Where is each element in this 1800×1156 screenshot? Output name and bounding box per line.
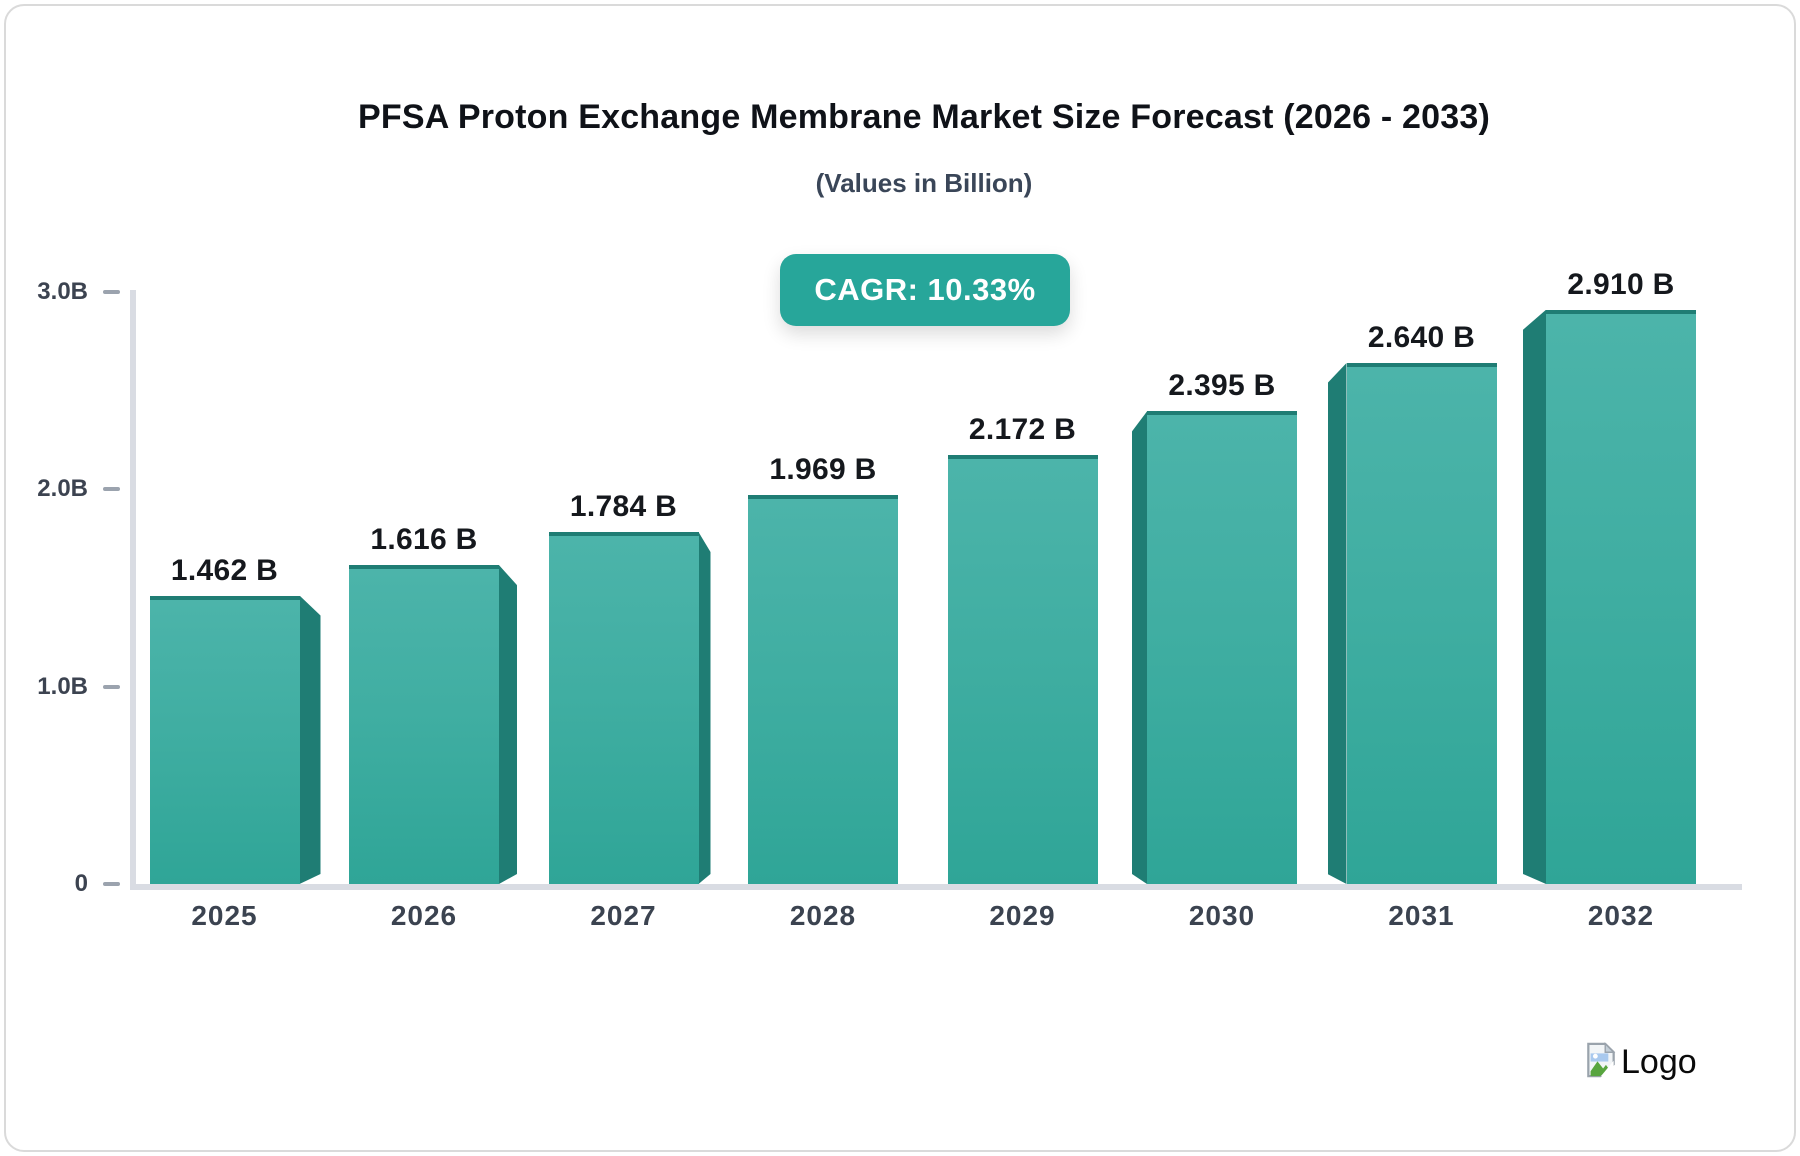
bar: [1546, 309, 1696, 884]
bar: [149, 595, 300, 884]
bar-value-label: 2.640 B: [1367, 321, 1476, 355]
bar-3d-side: [499, 565, 517, 884]
bar: [548, 531, 699, 884]
y-tick-mark: [103, 882, 120, 886]
logo-text: Logo: [1621, 1042, 1697, 1081]
y-axis-line: [130, 290, 136, 886]
bar-value-label: 1.616 B: [370, 523, 478, 557]
y-tick-label: 3.0B: [37, 278, 88, 305]
y-tick-label: 0: [74, 870, 88, 897]
chart-subtitle: (Values in Billion): [815, 168, 1033, 198]
y-tick-mark: [103, 290, 120, 294]
chart-title: PFSA Proton Exchange Membrane Market Siz…: [357, 98, 1491, 136]
logo: Logo: [1584, 1038, 1697, 1086]
bar-3d-side: [300, 596, 321, 884]
x-axis-label: 2027: [590, 900, 657, 931]
bar-value-label: 2.910 B: [1567, 267, 1675, 301]
bar-3d-side: [1132, 411, 1147, 884]
bar-3d-side: [1328, 363, 1347, 884]
x-axis-label: 2026: [390, 900, 458, 931]
bar-value-label: 1.462 B: [170, 553, 279, 587]
bar: [748, 495, 898, 884]
bar-value-label: 1.969 B: [769, 453, 877, 487]
y-tick-mark: [103, 487, 120, 492]
y-tick-label: 1.0B: [37, 672, 88, 700]
broken-image-icon: [1584, 1041, 1618, 1084]
bar: [1346, 363, 1497, 884]
bar-value-label: 2.172 B: [968, 413, 1077, 447]
y-tick-mark: [103, 684, 120, 689]
cagr-badge: CAGR: 10.33%: [780, 254, 1070, 326]
x-axis-line: [130, 884, 1742, 890]
x-axis-label: 2029: [989, 900, 1056, 931]
bar-value-label: 1.784 B: [569, 489, 678, 523]
bar-value-label: 2.395 B: [1168, 369, 1276, 403]
y-tick-label: 2.0B: [37, 475, 88, 503]
bar: [349, 565, 499, 884]
bar-3d-side: [1523, 310, 1546, 884]
x-axis-label: 2032: [1587, 900, 1655, 931]
x-axis-label: 2025: [191, 900, 258, 931]
x-axis-label: 2031: [1388, 900, 1455, 931]
x-axis-label: 2030: [1188, 900, 1256, 931]
bar: [947, 455, 1098, 884]
x-axis-label: 2028: [789, 900, 857, 931]
bar: [1147, 411, 1297, 884]
bar-3d-side: [699, 532, 711, 884]
